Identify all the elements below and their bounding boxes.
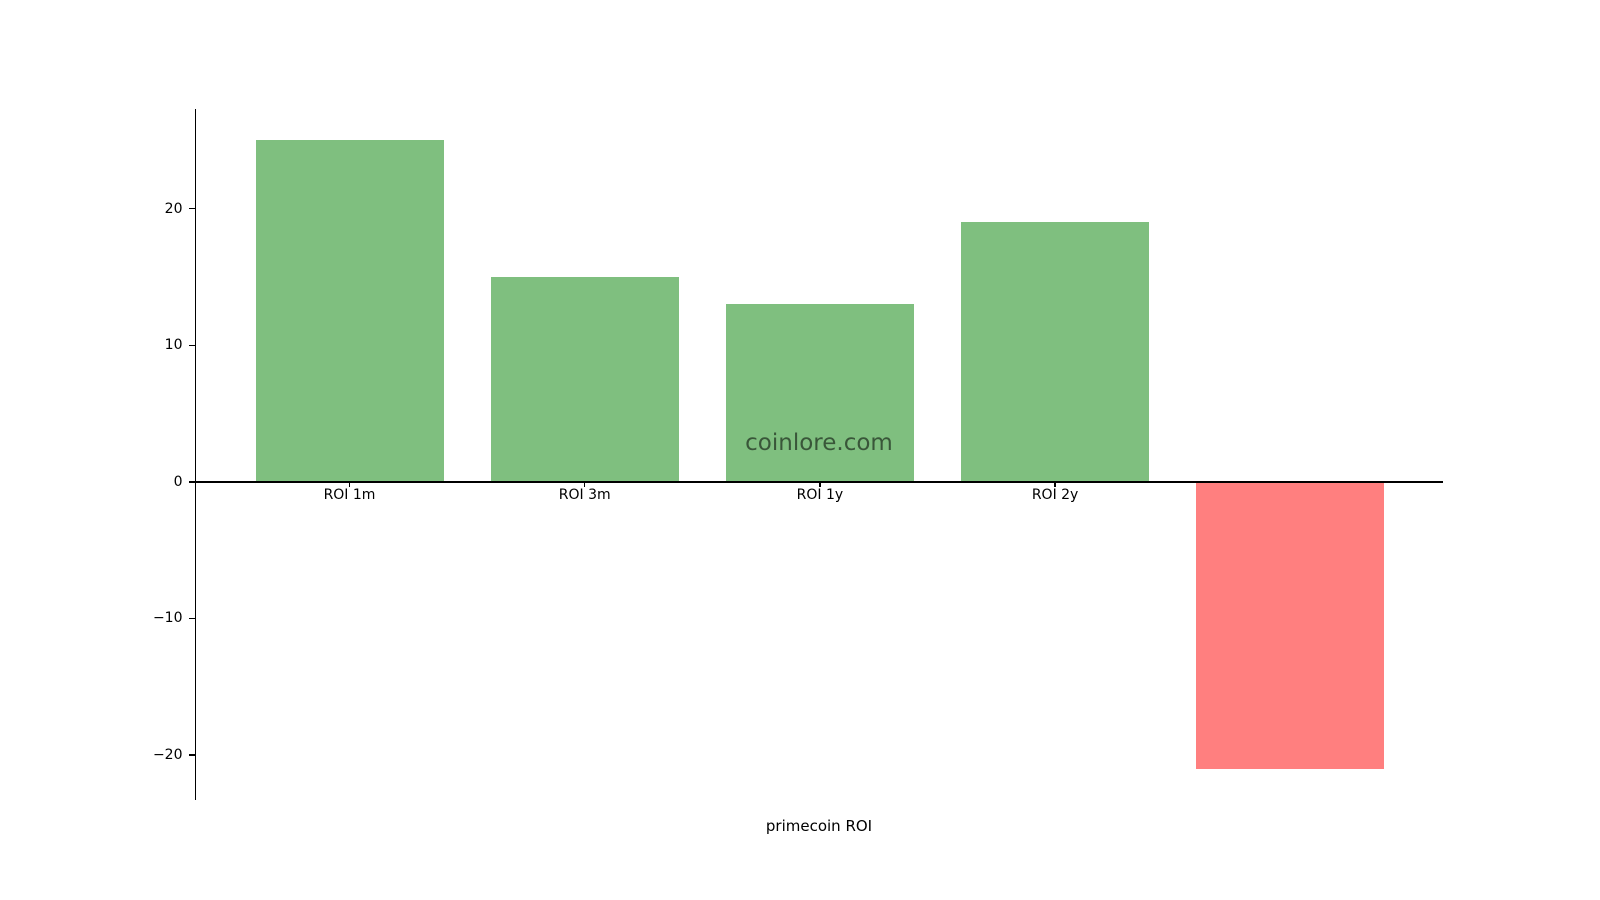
- y-tick: [188, 481, 195, 483]
- watermark: coinlore.com: [745, 430, 893, 456]
- y-tick-label: −20: [152, 746, 183, 763]
- bar-roi-1y: [725, 304, 914, 482]
- x-axis-title: primecoin ROI: [765, 817, 873, 835]
- bar-unlabeled-5: [1196, 481, 1385, 769]
- x-tick-label: ROI 3m: [558, 486, 611, 503]
- y-tick-label: 10: [164, 337, 183, 354]
- x-tick-label: ROI 1m: [323, 486, 376, 503]
- y-tick-label: −10: [152, 610, 183, 627]
- x-tick: [1054, 481, 1056, 487]
- bar-roi-3m: [490, 276, 679, 482]
- bar-roi-2y: [961, 222, 1150, 482]
- x-tick-label: ROI 2y: [1031, 486, 1079, 503]
- x-tick-label: ROI 1y: [796, 486, 844, 503]
- y-tick: [188, 344, 195, 346]
- y-tick-label: 0: [173, 473, 183, 490]
- bar-roi-1m: [255, 140, 444, 482]
- x-tick: [348, 481, 351, 487]
- x-tick: [583, 481, 586, 487]
- y-tick: [188, 754, 195, 756]
- x-tick: [819, 481, 821, 487]
- y-tick-label: 20: [164, 200, 183, 217]
- y-tick: [188, 617, 195, 620]
- y-tick: [188, 207, 195, 210]
- y-axis-spine: [194, 109, 196, 800]
- x-axis-line: [194, 481, 1443, 483]
